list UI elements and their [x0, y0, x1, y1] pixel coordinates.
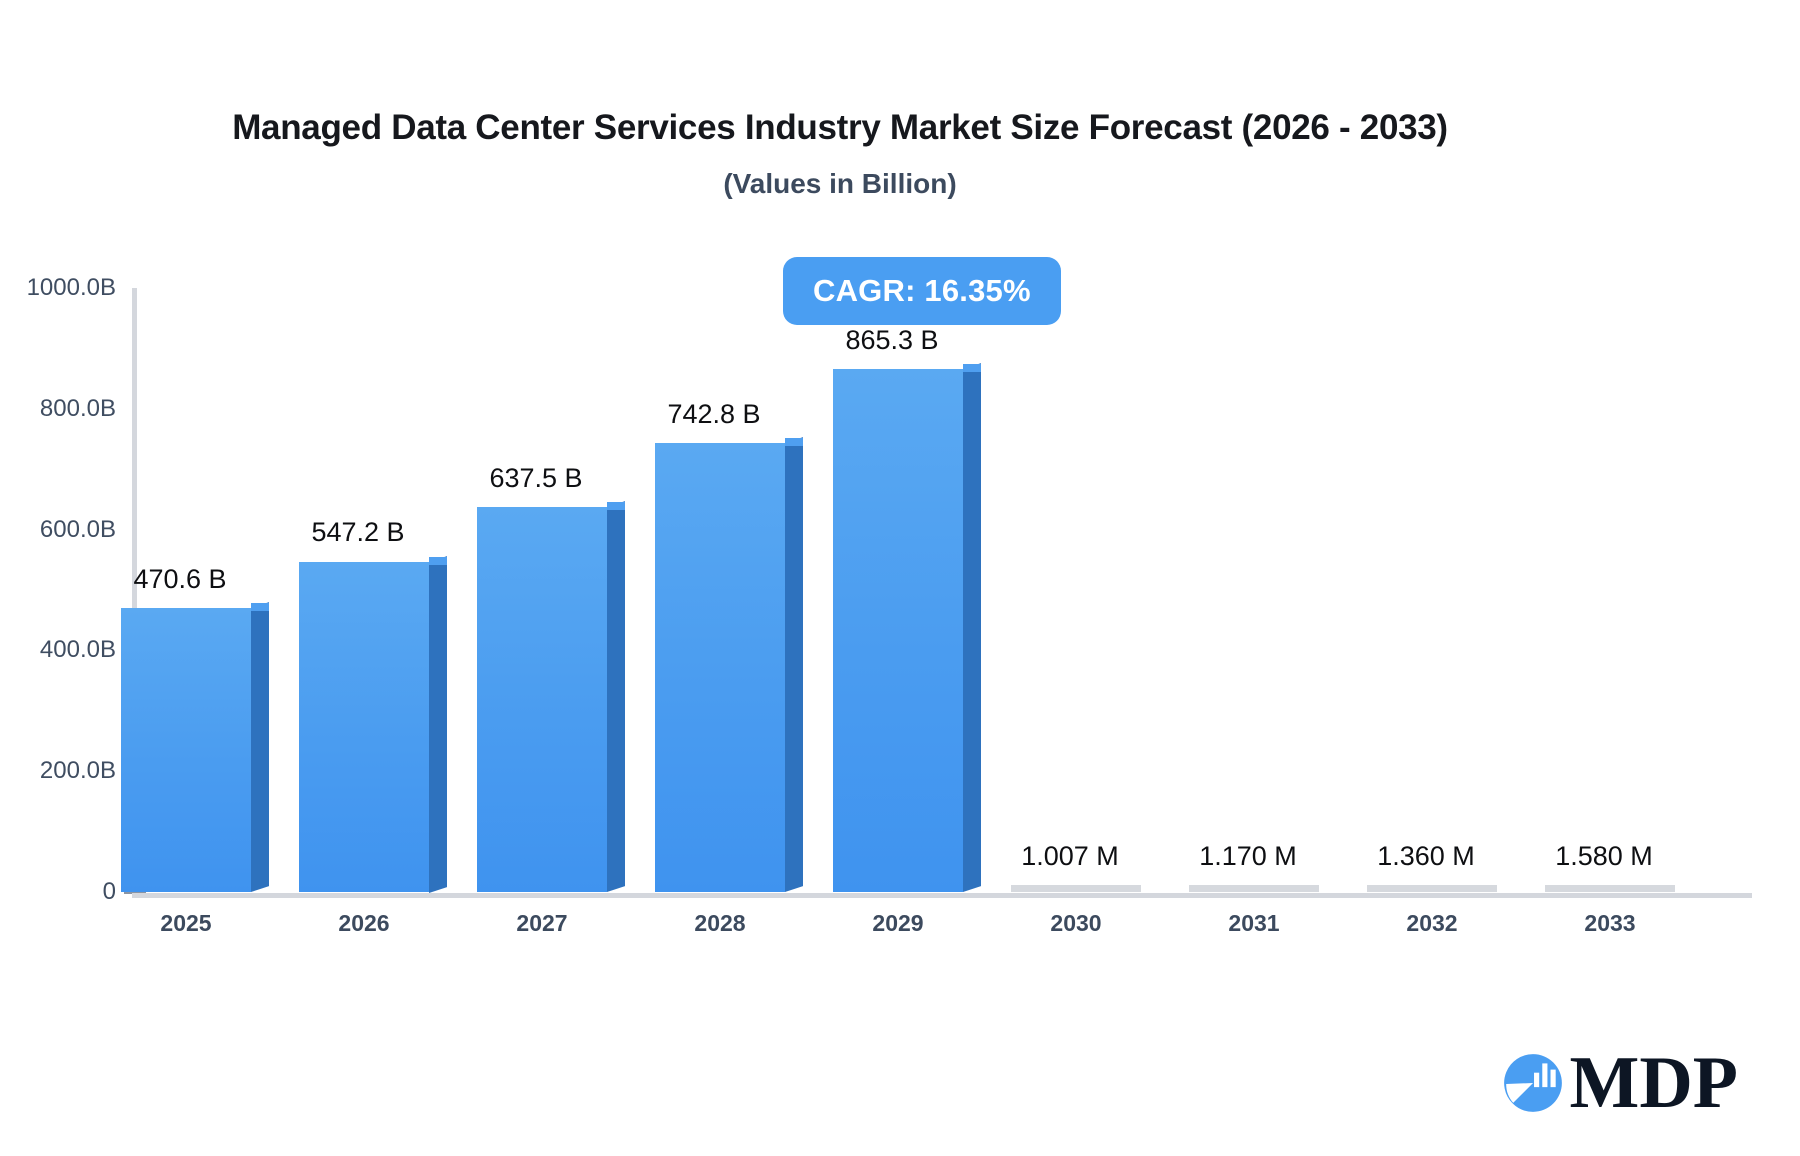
bar-front-face	[477, 506, 607, 892]
bar-flat-segment	[1545, 885, 1675, 892]
bar-value-label: 637.5 B	[489, 462, 583, 493]
y-axis-tick-label: 200.0B	[39, 757, 116, 785]
bar-side-face	[785, 437, 803, 892]
y-axis-zero-tick	[124, 890, 146, 894]
x-axis-label-2025: 2025	[160, 910, 212, 936]
x-axis-label-2027: 2027	[516, 910, 568, 936]
x-axis-label-2033: 2033	[1584, 910, 1636, 936]
x-axis-line	[132, 893, 1752, 898]
bar-value-label: 742.8 B	[667, 399, 761, 430]
bar-value-label: 470.6 B	[133, 563, 227, 594]
mdp-logo: MDP	[1500, 1041, 1739, 1124]
x-axis-label-2030: 2030	[1050, 910, 1102, 936]
bar-2029[interactable]	[833, 363, 981, 892]
x-axis-label-2028: 2028	[694, 910, 746, 936]
x-axis-label-2032: 2032	[1406, 910, 1458, 936]
bar-flat-segment	[1189, 885, 1319, 892]
plot-area	[121, 288, 1752, 898]
bar-value-label: 1.170 M	[1199, 841, 1297, 871]
bar-value-label: 1.360 M	[1377, 841, 1475, 871]
chart-subtitle: (Values in Billion)	[723, 168, 957, 199]
bar-2026[interactable]	[299, 555, 447, 892]
bar-front-face	[655, 443, 785, 892]
bar-side-face	[429, 555, 447, 892]
bar-top-face	[963, 364, 981, 373]
bar-value-label: 547.2 B	[311, 517, 405, 548]
bar-2025[interactable]	[121, 601, 269, 892]
y-axis-tick-label: 600.0B	[39, 515, 116, 543]
bar-2032[interactable]	[1367, 885, 1497, 892]
bar-top-face	[607, 501, 625, 510]
bar-2028[interactable]	[655, 437, 803, 892]
bar-front-face	[121, 607, 251, 892]
bar-2031[interactable]	[1189, 885, 1319, 892]
y-axis-tick-label: 800.0B	[39, 394, 116, 422]
y-axis-line	[132, 288, 137, 892]
bar-flat-segment	[1011, 885, 1141, 892]
bar-top-face	[251, 602, 269, 611]
bar-side-face	[251, 601, 269, 892]
y-axis-tick-label: 1000.0B	[26, 274, 116, 301]
bar-top-face	[785, 438, 803, 447]
bar-value-label: 865.3 B	[845, 325, 939, 356]
y-axis-tick-label: 0	[102, 878, 116, 905]
bar-front-face	[299, 561, 429, 892]
bar-2027[interactable]	[477, 501, 625, 892]
logo-wordmark: MDP	[1569, 1041, 1739, 1124]
bar-top-face	[429, 556, 447, 565]
x-axis-label-2026: 2026	[338, 910, 390, 936]
chart-title: Managed Data Center Services Industry Ma…	[232, 108, 1448, 147]
bar-2033[interactable]	[1545, 885, 1675, 892]
cagr-badge: CAGR: 16.35%	[783, 257, 1061, 325]
bar-front-face	[833, 369, 963, 892]
bar-2030[interactable]	[1011, 885, 1141, 892]
y-axis-tick-label: 400.0B	[39, 636, 116, 664]
bar-value-label: 1.580 M	[1555, 841, 1653, 871]
bar-side-face	[607, 501, 625, 892]
bar-flat-segment	[1367, 885, 1497, 892]
x-axis-label-2029: 2029	[872, 910, 924, 936]
x-axis-label-2031: 2031	[1228, 910, 1280, 936]
bar-side-face	[963, 363, 981, 892]
pie-chart-icon	[1503, 1053, 1562, 1112]
bar-value-label: 1.007 M	[1021, 841, 1119, 871]
